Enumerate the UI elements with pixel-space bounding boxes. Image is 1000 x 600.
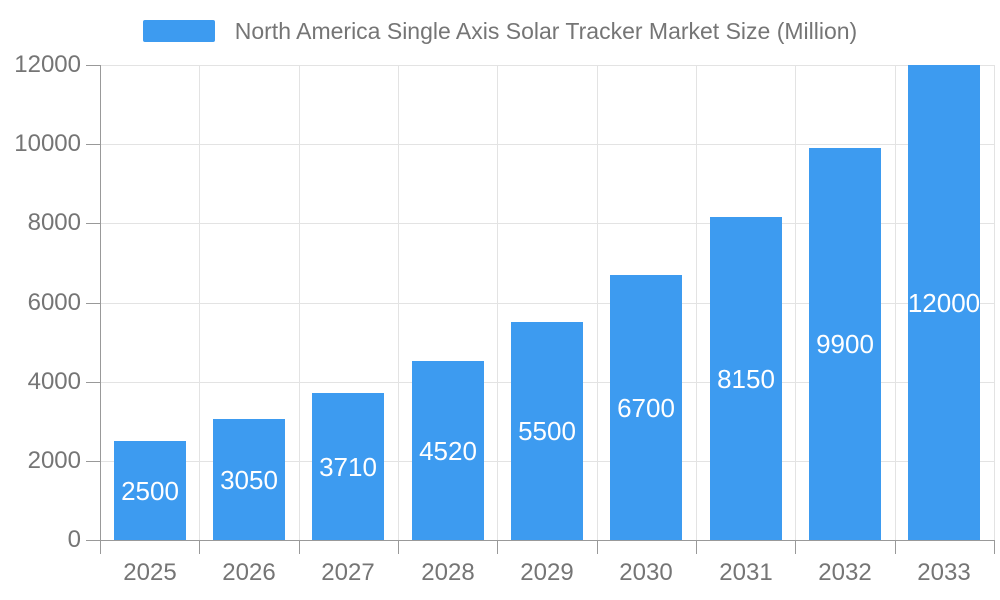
y-axis-tick [86, 65, 100, 66]
x-axis-tick [497, 540, 498, 554]
legend[interactable]: North America Single Axis Solar Tracker … [0, 13, 1000, 49]
bar-value-label: 4520 [419, 436, 477, 466]
x-axis-tick-label: 2025 [123, 559, 177, 586]
gridline-h [100, 303, 994, 304]
x-axis-tick [299, 540, 300, 554]
bar [312, 393, 384, 540]
x-axis-tick-label: 2027 [321, 559, 375, 586]
bar-value-label: 3050 [220, 465, 278, 495]
x-axis-tick [398, 540, 399, 554]
bar [908, 65, 980, 540]
y-axis-tick [86, 223, 100, 224]
bar-value-label: 5500 [518, 416, 576, 446]
y-axis-tick [86, 461, 100, 462]
y-axis-tick [86, 382, 100, 383]
gridline-h [100, 144, 994, 145]
x-axis-tick [795, 540, 796, 554]
y-axis-tick [86, 303, 100, 304]
gridline-v [199, 65, 200, 540]
x-axis-tick-label: 2026 [222, 559, 276, 586]
x-axis-line [100, 540, 994, 541]
x-axis-tick-label: 2033 [917, 559, 971, 586]
x-axis-tick-label: 2032 [818, 559, 872, 586]
bar [114, 441, 186, 540]
y-axis-tick-label: 12000 [14, 51, 81, 78]
y-axis-tick-label: 10000 [14, 130, 81, 157]
gridline-v [994, 65, 995, 540]
bar-value-label: 6700 [617, 393, 675, 423]
x-axis-tick [696, 540, 697, 554]
bar [213, 419, 285, 540]
bar-value-label: 12000 [907, 288, 981, 318]
gridline-v [895, 65, 896, 540]
gridline-v [795, 65, 796, 540]
bar-value-label: 8150 [717, 364, 775, 394]
x-axis-tick [895, 540, 896, 554]
y-axis-line [100, 65, 101, 540]
x-axis-tick [100, 540, 101, 554]
legend-label: North America Single Axis Solar Tracker … [234, 18, 858, 44]
y-axis-tick [86, 540, 100, 541]
y-axis-tick-label: 0 [67, 526, 81, 553]
legend-swatch-icon [142, 20, 215, 42]
gridline-v [597, 65, 598, 540]
x-axis-tick [994, 540, 995, 554]
x-axis-tick [597, 540, 598, 554]
gridline-h [100, 223, 994, 224]
x-axis-tick-label: 2031 [719, 559, 773, 586]
bar-value-label: 3710 [319, 452, 377, 482]
x-axis-tick-label: 2030 [619, 559, 673, 586]
gridline-v [696, 65, 697, 540]
gridline-v [299, 65, 300, 540]
y-axis-tick-label: 8000 [27, 209, 81, 236]
x-axis-tick-label: 2028 [421, 559, 475, 586]
x-axis-tick [199, 540, 200, 554]
bar [710, 217, 782, 540]
gridline-h [100, 65, 994, 66]
y-axis-tick-label: 6000 [27, 289, 81, 316]
bar-value-label: 2500 [121, 476, 179, 506]
x-axis-tick-label: 2029 [520, 559, 574, 586]
bar [412, 361, 484, 540]
bar [511, 322, 583, 540]
gridline-v [497, 65, 498, 540]
gridline-v [398, 65, 399, 540]
bar [610, 275, 682, 540]
y-axis-tick-label: 4000 [27, 368, 81, 395]
bar-value-label: 9900 [816, 329, 874, 359]
bar [809, 148, 881, 540]
y-axis-tick [86, 144, 100, 145]
y-axis-tick-label: 2000 [27, 447, 81, 474]
